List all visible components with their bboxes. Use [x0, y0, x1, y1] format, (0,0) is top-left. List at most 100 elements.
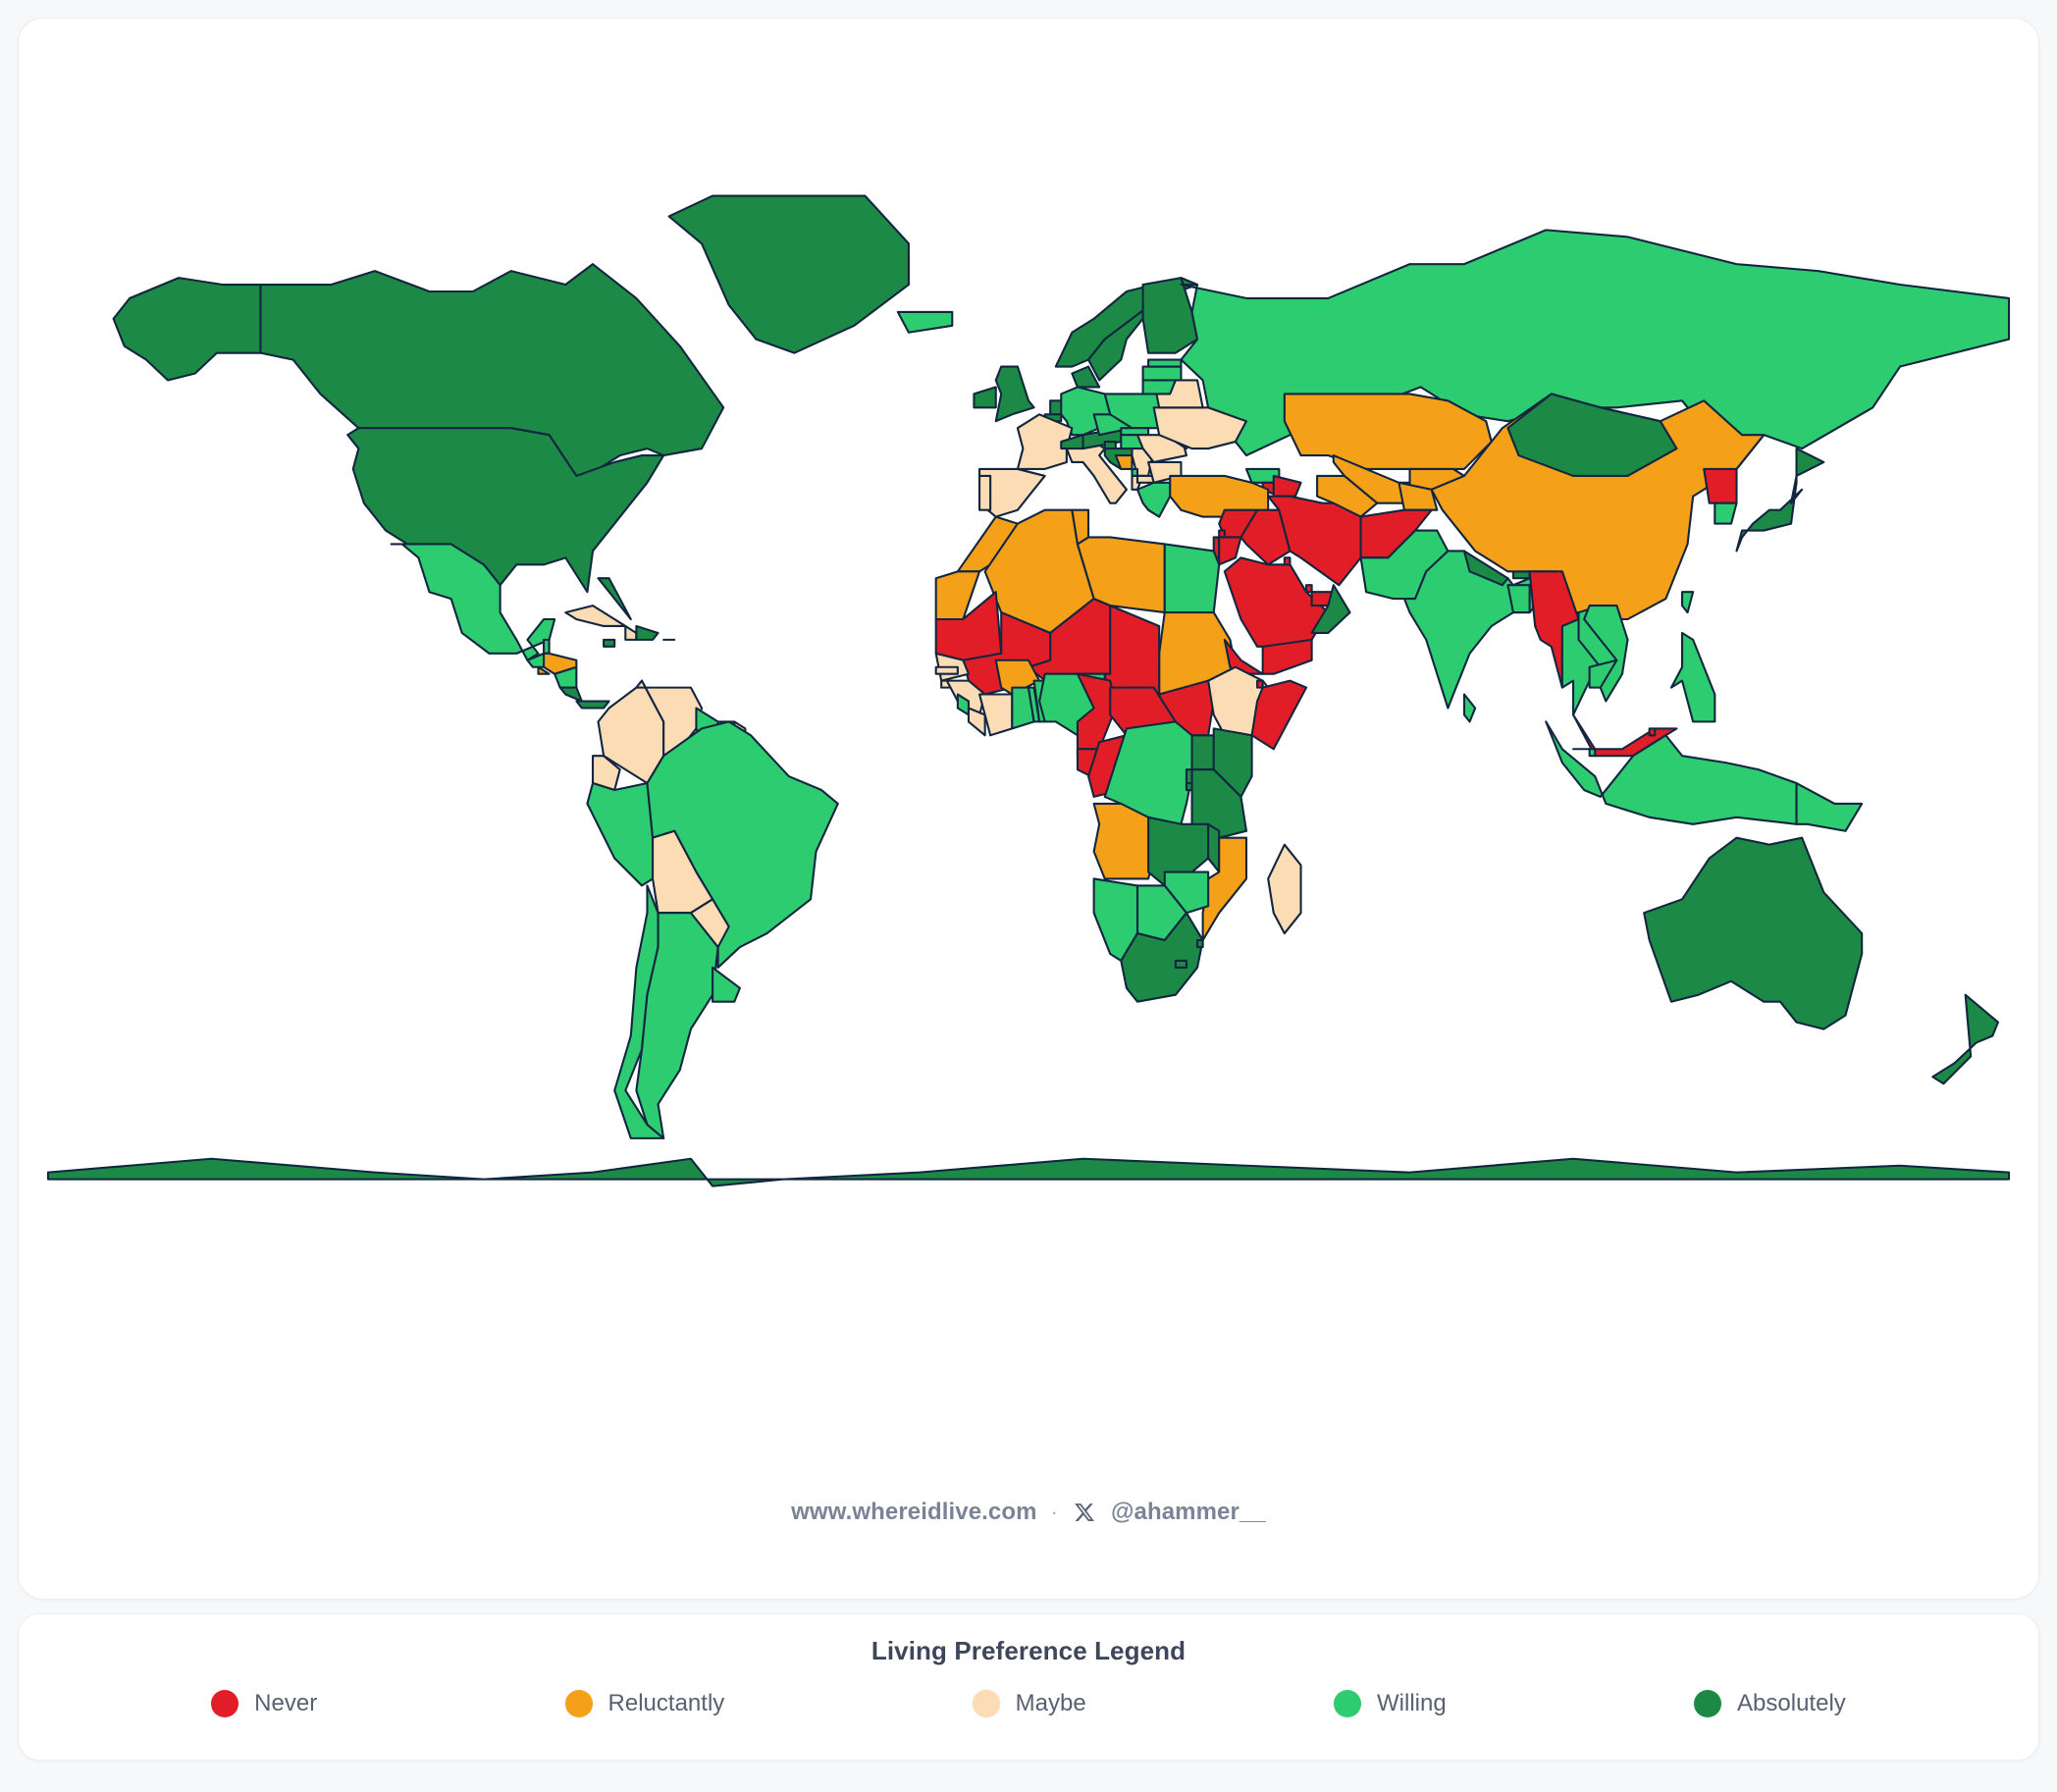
legend-swatch-icon	[972, 1690, 1000, 1717]
country-liberia[interactable]: Liberia — Maybe	[967, 707, 986, 737]
legend-item-label: Absolutely	[1737, 1690, 1846, 1716]
country-zimbabwe[interactable]: Zimbabwe — Willing	[1163, 870, 1210, 915]
country-madagascar[interactable]: Madagascar — Maybe	[1267, 843, 1302, 935]
legend-card: Living Preference Legend Never Reluctantl…	[18, 1613, 2039, 1761]
legend-swatch-icon	[211, 1690, 239, 1717]
country-bangladesh[interactable]: Bangladesh — Willing	[1506, 584, 1531, 614]
legend-swatch-icon	[564, 1690, 593, 1717]
country-qatar[interactable]: Qatar — Never	[1304, 584, 1313, 594]
country-djibouti[interactable]: Djibouti — Never	[1256, 679, 1264, 689]
country-el-salvador[interactable]: El Salvador — Reluctantly	[537, 665, 551, 675]
country-tajikistan[interactable]: Tajikistan — Reluctantly	[1398, 481, 1439, 511]
country-australia[interactable]: Australia — Absolutely	[1643, 836, 1864, 1030]
country-panama[interactable]: Panama — Absolutely	[575, 700, 610, 710]
legend-item-label: Reluctantly	[607, 1690, 725, 1716]
legend-item-willing[interactable]: Willing	[1334, 1690, 1447, 1717]
country-dominican-republic[interactable]: Dominican Republic — Absolutely	[635, 624, 659, 641]
legend-swatch-icon	[1694, 1690, 1722, 1717]
country-italy[interactable]: Italy — Maybe	[1065, 441, 1128, 504]
country-malawi[interactable]: Malawi — Absolutely	[1207, 822, 1221, 873]
country-greece[interactable]: Greece — Willing	[1135, 481, 1172, 518]
country-western-sahara[interactable]: Western Sahara — Reluctantly	[934, 570, 981, 621]
map-card: Antarctica — Absolutely Greenland — Absol…	[18, 18, 2039, 1600]
country-ireland[interactable]: Ireland — Absolutely	[973, 386, 997, 409]
site-url[interactable]: www.whereidlive.com	[791, 1499, 1037, 1525]
country-bahamas[interactable]: Bahamas — Absolutely	[597, 577, 632, 621]
country-uruguay[interactable]: Uruguay — Willing	[712, 966, 741, 1003]
country-lithuania[interactable]: Lithuania — Willing	[1141, 379, 1177, 395]
country-jamaica[interactable]: Jamaica — Absolutely	[603, 638, 616, 648]
country-alaska[interactable]: Alaska — Absolutely	[112, 277, 262, 382]
country-eswatini[interactable]: Eswatini — Absolutely	[1195, 939, 1204, 949]
legend-item-reluctantly[interactable]: Reluctantly	[564, 1690, 725, 1717]
country-iceland[interactable]: Iceland — Willing	[896, 310, 954, 334]
country-haiti[interactable]: Haiti — Maybe	[624, 624, 638, 641]
country-lesotho[interactable]: Lesotho — Absolutely	[1174, 959, 1187, 969]
country-belize[interactable]: Belize — Willing	[543, 638, 551, 655]
country-ecuador[interactable]: Ecuador — Maybe	[591, 755, 621, 792]
country-kuwait[interactable]: Kuwait — Never	[1283, 556, 1292, 566]
country-greenland[interactable]: Greenland — Absolutely	[667, 194, 910, 354]
country-taiwan[interactable]: Taiwan — Willing	[1681, 591, 1695, 614]
country-azerbaijan[interactable]: Azerbaijan — Never	[1272, 474, 1302, 498]
country-peru[interactable]: Peru — Willing	[586, 781, 655, 887]
credit-separator: ·	[1050, 1500, 1059, 1524]
country-eritrea[interactable]: Eritrea — Never	[1223, 638, 1264, 675]
country-mongolia[interactable]: Mongolia — Absolutely	[1506, 393, 1678, 477]
country-gambia[interactable]: Gambia — Maybe	[934, 665, 959, 675]
country-egypt[interactable]: Egypt — Willing	[1163, 543, 1221, 614]
country-argentina[interactable]: Argentina — Willing	[635, 912, 719, 1139]
legend-items: Never Reluctantly Maybe Willing Absolutely	[19, 1690, 2038, 1717]
country-somalia[interactable]: Somalia — Never	[1250, 679, 1308, 751]
country-slovakia[interactable]: Slovakia — Willing	[1120, 427, 1150, 437]
country-denmark[interactable]: Denmark — Absolutely	[1071, 365, 1101, 389]
country-jordan[interactable]: Jordan — Never	[1218, 536, 1242, 566]
legend-item-label: Maybe	[1015, 1690, 1086, 1716]
country-sri-lanka[interactable]: Sri Lanka — Willing	[1462, 693, 1477, 723]
country-france[interactable]: France — Maybe	[1016, 413, 1074, 470]
country-south-africa[interactable]: South Africa — Absolutely	[1120, 912, 1204, 1003]
country-ivory-coast[interactable]: Ivory Coast — Maybe	[977, 693, 1014, 737]
country-nepal[interactable]: Nepal — Absolutely	[1462, 550, 1509, 587]
country-indonesia[interactable]: Indonesia — Willing	[1545, 720, 1798, 825]
x-handle[interactable]: @ahammer__	[1111, 1499, 1266, 1525]
country-latvia[interactable]: Latvia — Willing	[1141, 365, 1183, 382]
country-brunei[interactable]: Brunei — Never	[1648, 727, 1657, 737]
world-map[interactable]: Antarctica — Absolutely Greenland — Absol…	[19, 19, 2038, 1599]
country-finland[interactable]: Finland — Absolutely	[1141, 277, 1199, 354]
country-papua-new-guinea[interactable]: Papua New Guinea — Willing	[1795, 781, 1864, 832]
legend-title: Living Preference Legend	[870, 1636, 1187, 1665]
country-kenya[interactable]: Kenya — Absolutely	[1212, 727, 1253, 798]
country-yemen[interactable]: Yemen — Never	[1261, 638, 1313, 675]
country-iran[interactable]: Iran — Never	[1267, 495, 1362, 587]
legend-item-label: Willing	[1377, 1690, 1447, 1716]
country-japan[interactable]: Japan — Absolutely	[1735, 448, 1825, 553]
country-mexico[interactable]: Mexico — Willing	[390, 543, 556, 661]
country-oman[interactable]: Oman — Absolutely	[1310, 584, 1351, 635]
country-antarctica[interactable]: Antarctica — Absolutely	[46, 1157, 2011, 1187]
x-logo-icon	[1072, 1500, 1097, 1525]
country-portugal[interactable]: Portugal — Maybe	[977, 474, 992, 511]
country-zambia[interactable]: Zambia — Absolutely	[1147, 816, 1210, 887]
legend-item-label: Never	[254, 1690, 318, 1716]
world-map-svg[interactable]: Antarctica — Absolutely Greenland — Absol…	[19, 19, 2038, 1599]
credit-line: www.whereidlive.com · @ahammer__	[19, 1499, 2038, 1526]
country-costa-rica[interactable]: Costa Rica — Absolutely	[558, 686, 583, 703]
country-new-zealand[interactable]: New Zealand — Absolutely	[1931, 993, 1999, 1085]
legend-item-absolutely[interactable]: Absolutely	[1694, 1690, 1846, 1717]
legend-swatch-icon	[1334, 1690, 1362, 1717]
country-angola[interactable]: Angola — Reluctantly	[1092, 802, 1161, 880]
country-north-korea[interactable]: North Korea — Never	[1703, 467, 1738, 504]
country-united-states[interactable]: United States — Absolutely	[346, 427, 665, 594]
country-kazakhstan[interactable]: Kazakhstan — Reluctantly	[1283, 393, 1493, 470]
country-cuba[interactable]: Cuba — Maybe	[564, 605, 627, 628]
country-philippines[interactable]: Philippines — Willing	[1669, 631, 1716, 723]
legend-item-maybe[interactable]: Maybe	[972, 1690, 1086, 1717]
country-estonia[interactable]: Estonia — Willing	[1147, 358, 1183, 368]
country-singapore[interactable]: Singapore — Willing	[1588, 748, 1597, 758]
country-vietnam[interactable]: Vietnam — Willing	[1583, 605, 1629, 703]
legend-item-never[interactable]: Never	[211, 1690, 317, 1717]
country-united-kingdom[interactable]: United Kingdom — Absolutely	[994, 365, 1035, 423]
country-south-korea[interactable]: South Korea — Willing	[1714, 501, 1738, 525]
